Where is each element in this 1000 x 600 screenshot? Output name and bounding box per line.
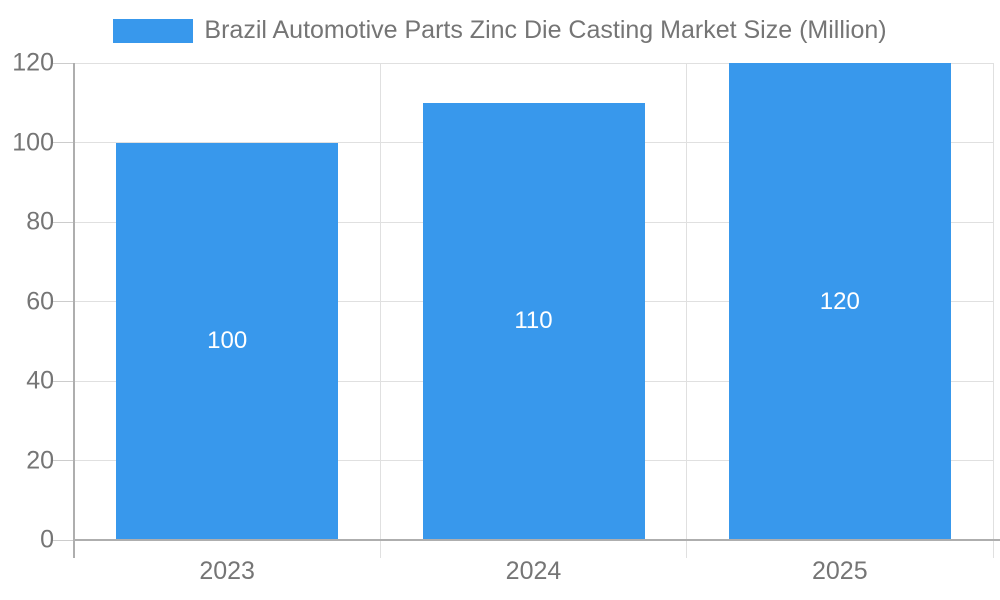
y-axis-tick bbox=[53, 460, 74, 461]
bar-value-label: 100 bbox=[207, 327, 248, 355]
bar bbox=[728, 63, 951, 540]
y-axis-label: 60 bbox=[26, 287, 54, 315]
x-axis-line bbox=[73, 539, 1000, 541]
bar bbox=[116, 142, 339, 540]
y-axis-tick bbox=[53, 221, 74, 223]
legend-swatch-icon bbox=[113, 18, 194, 43]
y-axis-tick bbox=[53, 380, 74, 382]
gridline-horizontal bbox=[74, 62, 993, 64]
y-axis-label: 0 bbox=[40, 525, 54, 554]
y-axis-tick bbox=[53, 142, 74, 143]
x-axis-label: 2024 bbox=[505, 557, 562, 585]
legend-label: Brazil Automotive Parts Zinc Die Casting… bbox=[204, 16, 887, 44]
gridline-vertical bbox=[686, 63, 688, 558]
legend: Brazil Automotive Parts Zinc Die Casting… bbox=[0, 16, 1000, 45]
gridline-vertical bbox=[992, 63, 994, 558]
gridline-vertical bbox=[379, 63, 381, 558]
x-axis-label: 2025 bbox=[812, 557, 868, 585]
plot-area: 0 20 40 60 80 100 120 2023 100 2024 110 2025 120 bbox=[12, 49, 1000, 585]
y-axis-label: 80 bbox=[26, 207, 54, 236]
legend-item[interactable]: Brazil Automotive Parts Zinc Die Casting… bbox=[113, 16, 887, 45]
y-axis-label: 40 bbox=[26, 366, 54, 395]
y-axis-label: 100 bbox=[12, 128, 54, 156]
y-axis-line bbox=[73, 63, 75, 558]
y-axis-tick bbox=[53, 539, 74, 541]
y-axis-label: 120 bbox=[12, 48, 54, 77]
x-axis-label: 2023 bbox=[199, 557, 255, 585]
bar-value-label: 110 bbox=[514, 307, 553, 335]
bar bbox=[422, 102, 645, 540]
y-axis-tick bbox=[53, 62, 74, 64]
y-axis-label: 20 bbox=[26, 446, 54, 474]
bar-value-label: 120 bbox=[819, 287, 860, 315]
y-axis-tick bbox=[53, 301, 74, 302]
